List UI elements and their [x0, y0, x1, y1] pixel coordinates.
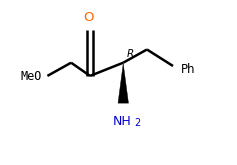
Text: NH: NH [113, 115, 131, 128]
Text: MeO: MeO [20, 70, 41, 83]
Text: O: O [84, 11, 94, 24]
Text: R: R [127, 49, 134, 59]
Text: 2: 2 [134, 118, 140, 128]
Polygon shape [118, 64, 128, 103]
Text: Ph: Ph [181, 63, 196, 76]
